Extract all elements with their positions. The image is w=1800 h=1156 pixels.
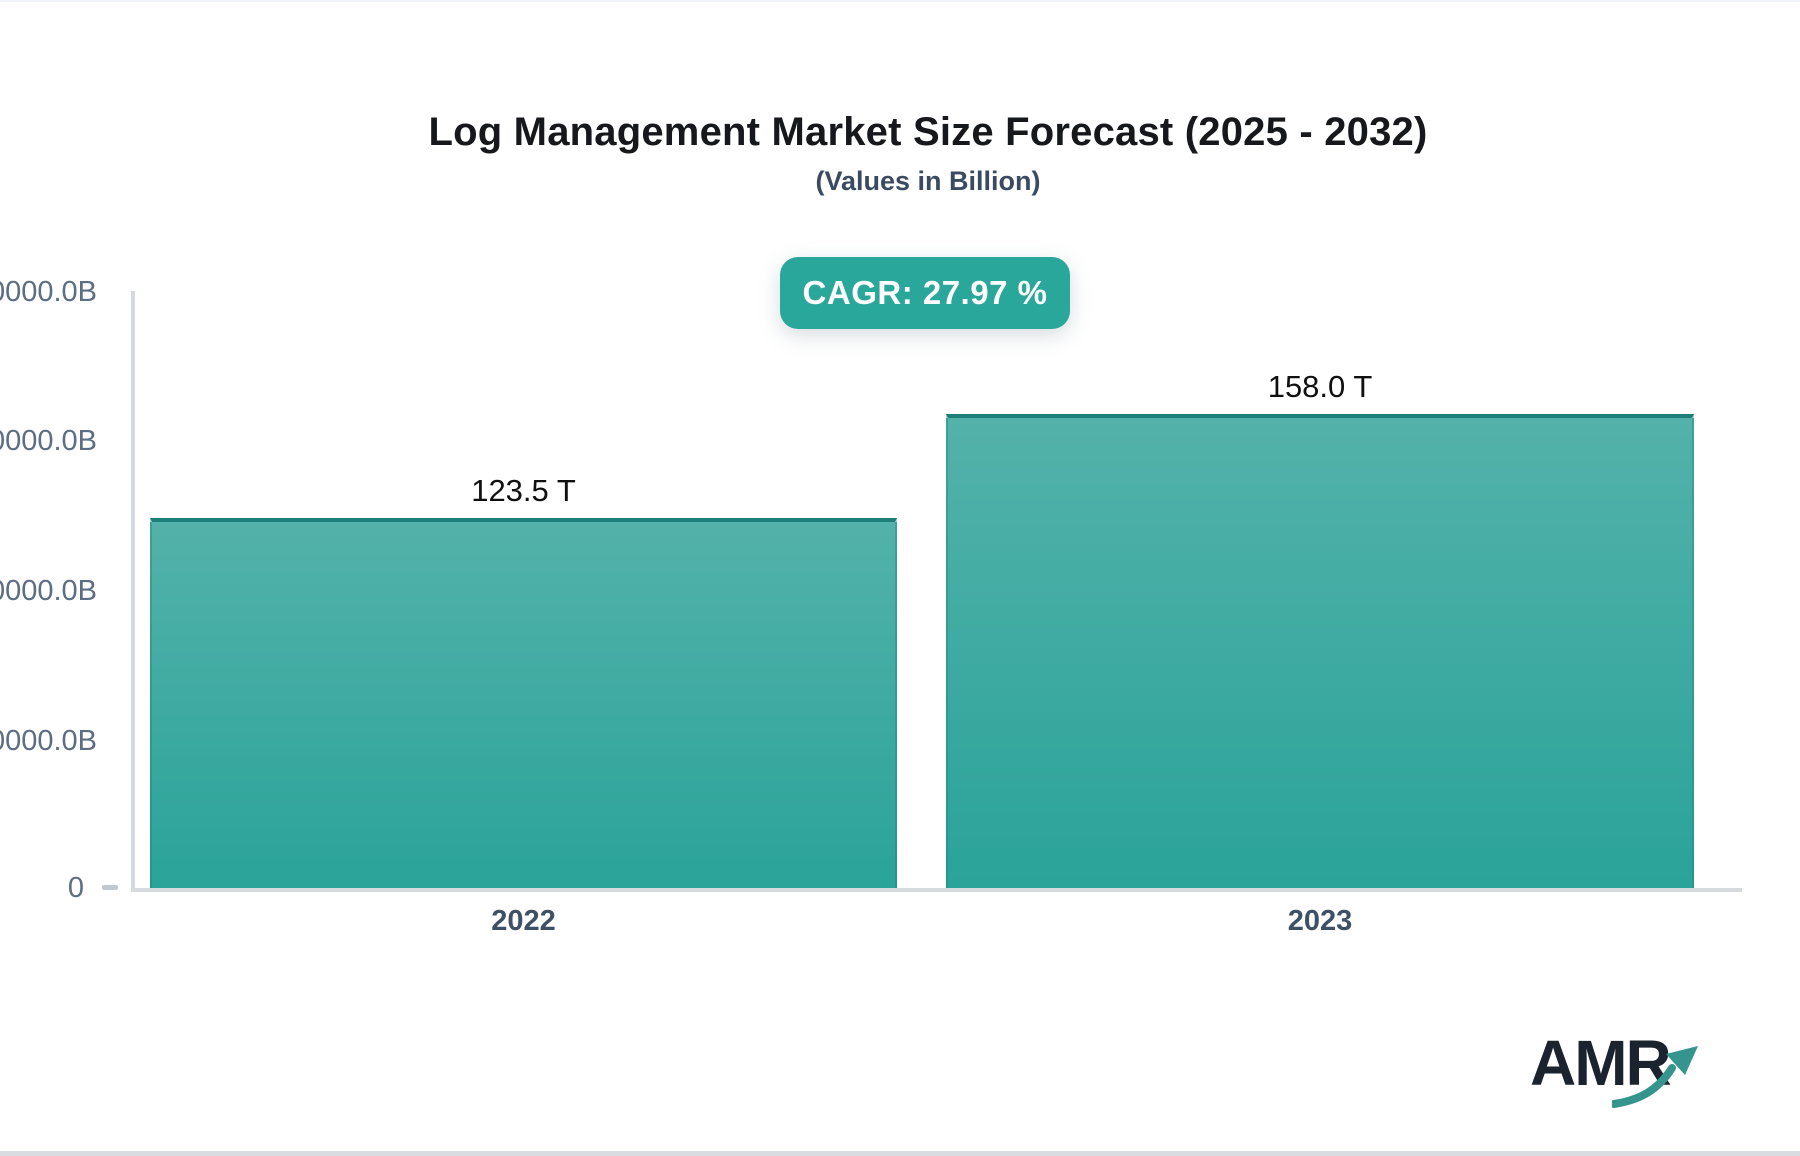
bar-2023 (946, 414, 1694, 888)
y-axis-tick-label-50000: 0000.0B (0, 725, 97, 757)
page-bottom-border (0, 1151, 1800, 1156)
y-axis-zero-label: 0 (67, 872, 84, 904)
y-axis-line (131, 291, 135, 892)
bar-value-label-2023: 158.0 T (1267, 369, 1373, 404)
cagr-badge: CAGR: 27.97 % (780, 257, 1070, 329)
chart-title: Log Management Market Size Forecast (202… (428, 110, 1428, 154)
growth-arrow-icon (1612, 1046, 1698, 1108)
y-axis-zero-tick-mark (102, 885, 118, 890)
y-axis-tick-label-150000: 0000.0B (0, 425, 97, 457)
bar-2022 (150, 518, 897, 888)
chart-subtitle: (Values in Billion) (815, 166, 1041, 196)
cagr-badge-label: CAGR: 27.97 % (802, 274, 1048, 311)
x-axis-label-2022: 2022 (491, 905, 556, 937)
amr-logo: AMR (1530, 1027, 1720, 1127)
x-axis-line (131, 888, 1742, 892)
y-axis-tick-label-200000: 0000.0B (0, 276, 97, 308)
amr-logo-text: AMR (1530, 1027, 1672, 1099)
y-axis-tick-label-100000: 0000.0B (0, 575, 97, 607)
x-axis-label-2023: 2023 (1287, 905, 1353, 937)
bar-value-label-2022: 123.5 T (471, 473, 576, 508)
